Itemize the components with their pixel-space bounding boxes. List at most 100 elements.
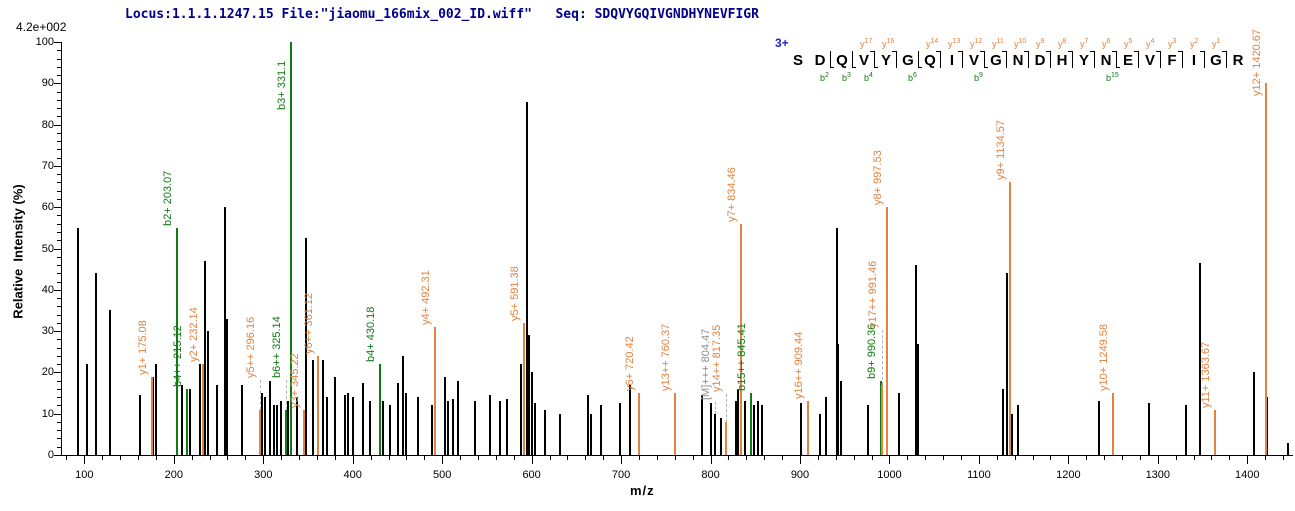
ion-annotation-label: y17++ 991.46 — [866, 260, 879, 328]
y-axis-tick-label: 70 — [41, 159, 54, 172]
y-ion-stub — [1002, 51, 1006, 52]
fragmentation-boundary-mark — [852, 51, 853, 68]
x-axis-minor-tick — [692, 456, 694, 460]
y-axis-minor-tick — [57, 223, 61, 225]
fragment-ion-peak — [258, 409, 261, 455]
spectrum-peak — [261, 393, 264, 455]
y-ion-label: y17 — [860, 38, 873, 49]
spectrum-peak — [499, 401, 502, 455]
fragment-ion-peak — [674, 393, 677, 455]
ion-annotation-label: y5++ 296.16 — [244, 316, 257, 378]
spectrum-peak — [916, 343, 919, 455]
fragmentation-boundary-mark — [1050, 51, 1051, 68]
x-axis-minor-tick — [853, 456, 855, 460]
y-axis-tick-label: 80 — [41, 118, 54, 131]
x-axis-tick-label: 700 — [611, 469, 631, 481]
annotation-leader-line — [285, 379, 287, 410]
spectrum-peak — [474, 401, 477, 455]
fragment-ion-peak — [1008, 182, 1011, 455]
x-axis-minor-tick — [1283, 456, 1285, 460]
b-ion-label: b2 — [820, 72, 829, 83]
spectrum-peak — [835, 227, 838, 455]
spectrum-peak — [586, 395, 589, 455]
x-axis-minor-tick — [764, 456, 766, 460]
y-axis-minor-tick — [57, 298, 61, 300]
spectrum-peak — [534, 403, 537, 455]
x-axis-minor-tick — [549, 456, 551, 460]
x-axis-minor-tick — [1086, 456, 1088, 460]
spectrum-peak — [824, 397, 827, 455]
y-axis-minor-tick — [57, 149, 61, 151]
x-axis-minor-tick — [370, 456, 372, 460]
b-ion-label: b6 — [908, 72, 917, 83]
y-ion-stub — [1046, 51, 1050, 52]
y-ion-label: y6 — [1102, 38, 1111, 49]
spectrum-peak — [760, 405, 763, 455]
spectrum-peak — [343, 395, 346, 455]
y-ion-label: y14 — [926, 38, 939, 49]
y-ion-label: y12 — [970, 38, 983, 49]
spectrum-peak — [1286, 442, 1289, 455]
residue-letter: N — [1012, 52, 1024, 69]
y-ion-label: y8 — [1058, 38, 1067, 49]
fragmentation-boundary-mark — [1160, 51, 1161, 68]
x-axis-tick-label: 100 — [75, 469, 94, 481]
y-axis-tick-label: 20 — [41, 366, 54, 379]
y-ion-stub — [1178, 51, 1182, 52]
x-axis-major-tick — [263, 456, 265, 464]
fragmentation-boundary-mark — [940, 51, 941, 68]
x-axis-minor-tick — [299, 456, 301, 460]
residue-letter: Y — [880, 52, 891, 69]
x-axis-minor-tick — [961, 456, 963, 460]
residue-letter: Y — [1078, 52, 1089, 69]
precursor-charge-label: 3+ — [775, 36, 789, 50]
spectrum-peak — [799, 403, 802, 455]
ion-annotation-label: b4+ 430.18 — [364, 306, 377, 363]
spectrum-peak — [1097, 401, 1100, 455]
residue-letter: N — [1100, 52, 1112, 69]
spectrum-peak — [269, 380, 272, 455]
fragment-ion-peak — [522, 322, 525, 455]
y-axis-minor-tick — [57, 339, 61, 341]
ion-annotation-label: [M]+++ 804.47 — [699, 328, 712, 400]
y-axis-minor-tick — [57, 157, 61, 159]
x-axis-major-tick — [352, 456, 354, 464]
spectrum-peak — [1017, 405, 1020, 455]
spectrum-peak — [559, 413, 562, 455]
y-axis-tick-label: 30 — [41, 325, 54, 338]
y-axis-tick-label: 10 — [41, 407, 54, 420]
residue-letter: R — [1232, 52, 1244, 69]
spectrum-peak — [1252, 372, 1255, 455]
x-axis-tick-label: 900 — [790, 469, 810, 481]
spectrum-plot-area[interactable]: 100 200 300 400 500 600 700 800 900 1000 1100 1200 1… — [36, 29, 1293, 481]
residue-letter: D — [814, 52, 826, 69]
y-axis-minor-tick — [57, 141, 61, 143]
annotation-leader-line — [259, 379, 261, 410]
fragmentation-boundary-mark — [1028, 51, 1029, 68]
x-axis-minor-tick — [102, 456, 104, 460]
spectrum-peak — [720, 417, 723, 455]
x-axis-major-tick — [84, 456, 86, 464]
spectrum-peak — [287, 401, 290, 455]
ion-annotation-label: b6++ 325.14 — [270, 315, 283, 378]
x-axis-minor-tick — [782, 456, 784, 460]
residue-letter: I — [1191, 52, 1197, 69]
x-axis-minor-tick — [477, 456, 479, 460]
x-axis-major-tick — [1247, 456, 1249, 464]
spectrum-peak — [347, 393, 350, 455]
y-axis-major-tick — [54, 207, 61, 209]
ion-annotation-label: y3+ 345.22 — [288, 352, 301, 408]
spectrum-peak — [322, 360, 325, 455]
x-axis-line — [62, 455, 1293, 456]
ion-annotation-label: y10+ 1249.58 — [1097, 324, 1110, 392]
x-axis-tick-label: 400 — [343, 469, 362, 481]
spectrum-peak — [86, 364, 89, 455]
spectrum-peak — [77, 227, 80, 455]
spectrum-peak — [431, 405, 434, 455]
fragment-ion-peak — [725, 421, 728, 455]
spectrum-peak — [138, 395, 141, 455]
y-ion-stub — [1090, 51, 1094, 52]
b-ion-stub — [984, 67, 988, 68]
x-axis-minor-tick — [227, 456, 229, 460]
x-axis-minor-tick — [1229, 456, 1231, 460]
